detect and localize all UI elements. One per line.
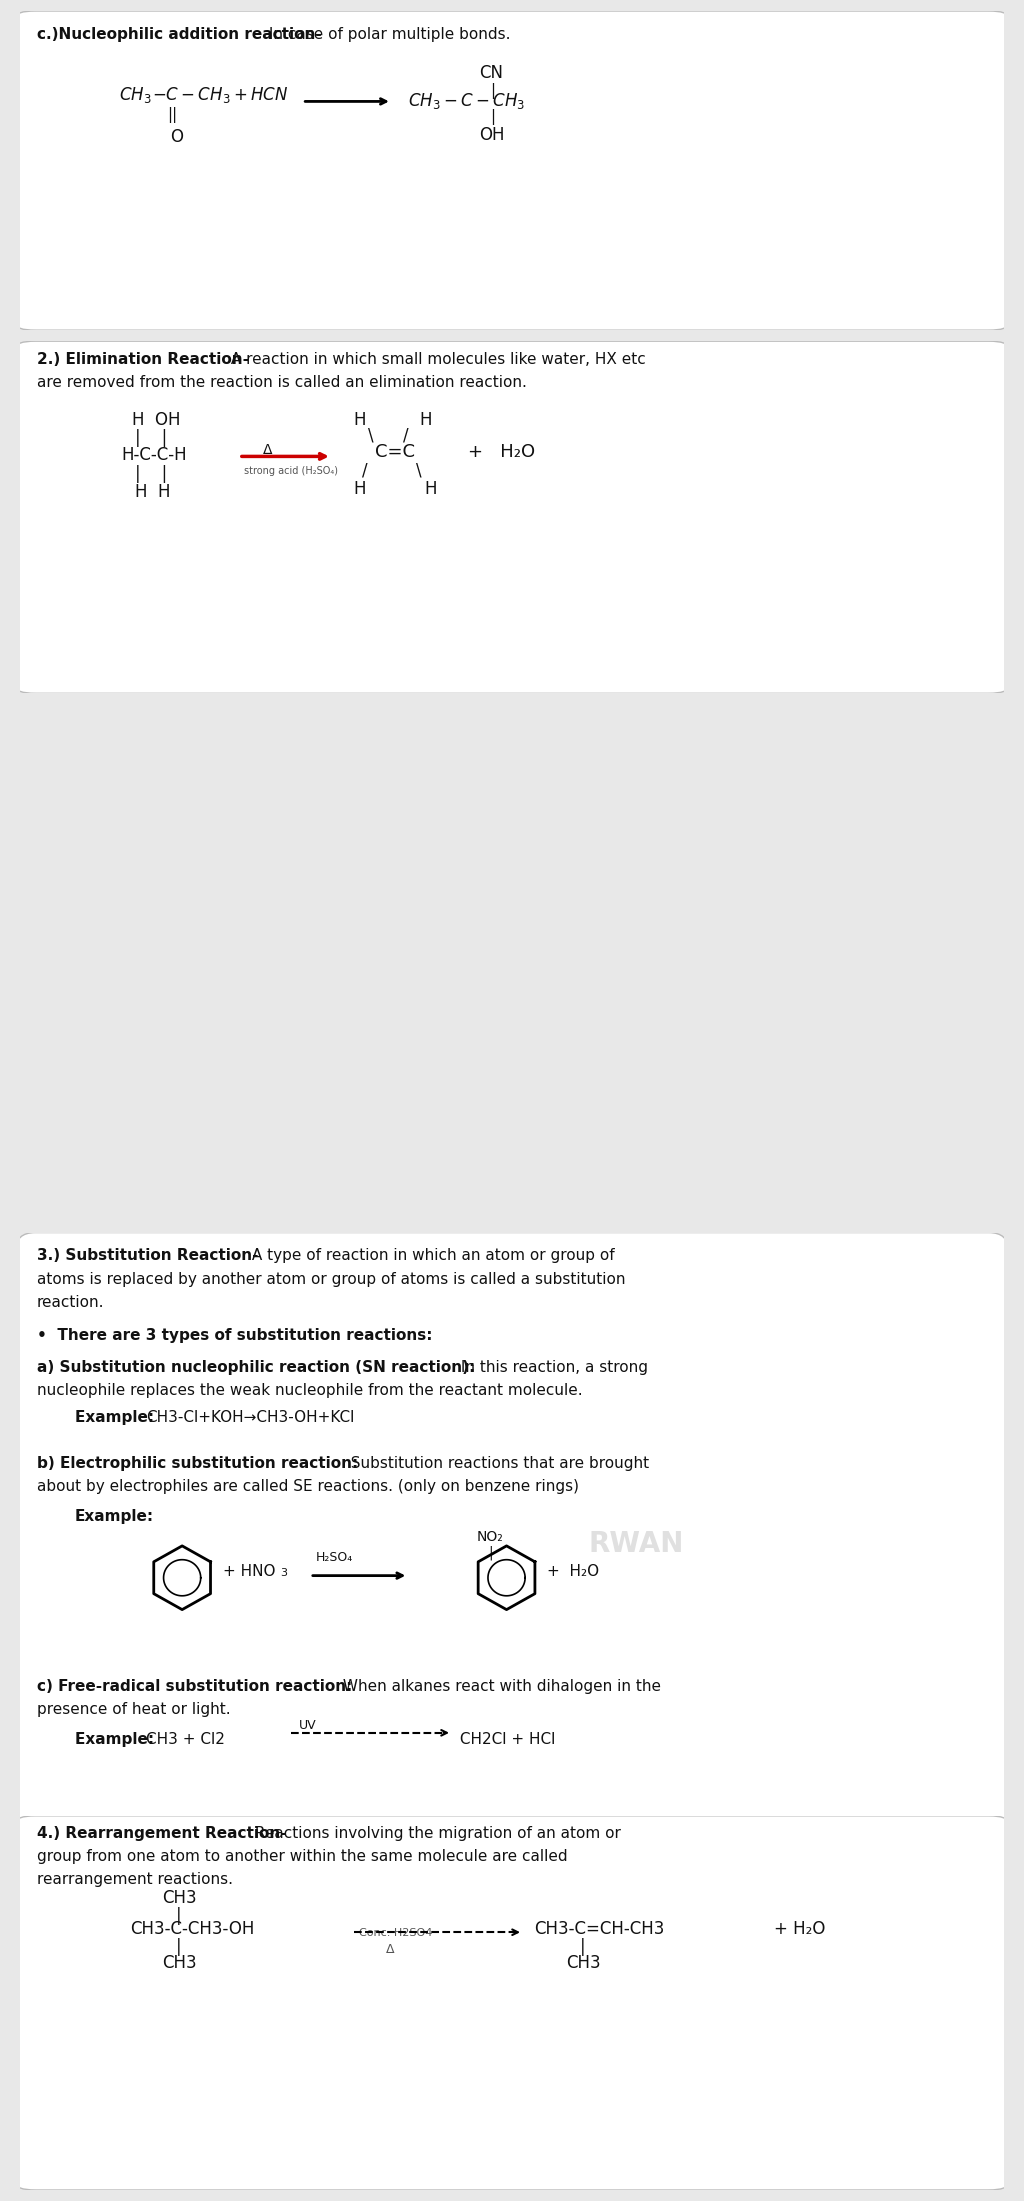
Text: CH3-C=CH-CH3: CH3-C=CH-CH3 (534, 1919, 665, 1937)
Text: H: H (353, 412, 367, 429)
Text: |: | (175, 1939, 181, 1957)
Text: CH3-Cl+KOH→CH3-OH+KCl: CH3-Cl+KOH→CH3-OH+KCl (146, 1411, 354, 1424)
Text: /: / (362, 462, 368, 480)
Text: CH3-C-CH3-OH: CH3-C-CH3-OH (130, 1919, 254, 1937)
FancyBboxPatch shape (15, 341, 1009, 693)
Text: CH3: CH3 (163, 1888, 197, 1906)
FancyBboxPatch shape (15, 1816, 1009, 2190)
Text: RWAN: RWAN (589, 1530, 684, 1558)
Text: A reaction in which small molecules like water, HX etc: A reaction in which small molecules like… (226, 352, 645, 368)
Text: c.)Nucleophilic addition reaction-: c.)Nucleophilic addition reaction- (37, 26, 322, 42)
Text: 2.) Elimination Reaction-: 2.) Elimination Reaction- (37, 352, 249, 368)
Text: H  H: H H (135, 482, 171, 502)
Text: CH3 + Cl2: CH3 + Cl2 (146, 1732, 229, 1748)
Text: Δ: Δ (263, 442, 272, 456)
Text: |: | (490, 108, 496, 125)
Text: CN: CN (479, 64, 503, 81)
Text: In case of polar multiple bonds.: In case of polar multiple bonds. (264, 26, 511, 42)
Text: atoms is replaced by another atom or group of atoms is called a substitution: atoms is replaced by another atom or gro… (37, 1272, 626, 1288)
Text: + HNO: + HNO (222, 1565, 275, 1578)
FancyBboxPatch shape (15, 1233, 1009, 2146)
Text: 3.) Substitution Reaction-: 3.) Substitution Reaction- (37, 1248, 258, 1263)
Text: A type of reaction in which an atom or group of: A type of reaction in which an atom or g… (247, 1248, 614, 1263)
Text: O: O (170, 128, 183, 145)
Text: OH: OH (479, 125, 505, 143)
Text: •  There are 3 types of substitution reactions:: • There are 3 types of substitution reac… (37, 1327, 432, 1343)
Text: +   H₂O: + H₂O (468, 442, 536, 460)
Text: Reactions involving the migration of an atom or: Reactions involving the migration of an … (250, 1827, 621, 1842)
Text: /: / (402, 427, 409, 445)
Text: In this reaction, a strong: In this reaction, a strong (457, 1360, 648, 1376)
Text: $CH_3$: $CH_3$ (119, 86, 152, 106)
Text: rearrangement reactions.: rearrangement reactions. (37, 1871, 232, 1886)
Text: 3: 3 (281, 1567, 288, 1578)
Text: UV: UV (299, 1719, 316, 1732)
Text: CH3: CH3 (163, 1954, 197, 1972)
Text: Example:: Example: (75, 1732, 160, 1748)
Text: are removed from the reaction is called an elimination reaction.: are removed from the reaction is called … (37, 376, 526, 390)
Text: $CH_3-C-CH_3$: $CH_3-C-CH_3$ (409, 90, 525, 110)
Text: group from one atom to another within the same molecule are called: group from one atom to another within th… (37, 1849, 567, 1864)
Text: + H₂O: + H₂O (774, 1919, 825, 1937)
Text: Example:: Example: (75, 1508, 155, 1523)
Text: nucleophile replaces the weak nucleophile from the reactant molecule.: nucleophile replaces the weak nucleophil… (37, 1384, 583, 1398)
Text: Conc. H2SO4: Conc. H2SO4 (359, 1928, 432, 1939)
Text: NO₂: NO₂ (477, 1530, 504, 1543)
Text: H₂SO₄: H₂SO₄ (315, 1552, 352, 1565)
Text: H  OH: H OH (132, 412, 180, 429)
Text: CH3: CH3 (566, 1954, 601, 1972)
Text: C=C: C=C (376, 442, 416, 460)
Text: Δ: Δ (386, 1943, 395, 1957)
Text: CH2Cl + HCl: CH2Cl + HCl (456, 1732, 556, 1748)
Text: H: H (419, 412, 432, 429)
Text: +  H₂O: + H₂O (547, 1565, 599, 1578)
Text: When alkanes react with dihalogen in the: When alkanes react with dihalogen in the (338, 1679, 662, 1693)
Text: |    |: | | (135, 429, 167, 447)
Text: Example:: Example: (75, 1411, 160, 1424)
Text: a) Substitution nucleophilic reaction (SN reaction):: a) Substitution nucleophilic reaction (S… (37, 1360, 475, 1376)
Text: presence of heat or light.: presence of heat or light. (37, 1701, 230, 1717)
Text: Substitution reactions that are brought: Substitution reactions that are brought (341, 1455, 648, 1470)
Text: |: | (490, 84, 496, 99)
Text: c) Free-radical substitution reaction:: c) Free-radical substitution reaction: (37, 1679, 352, 1693)
Text: |: | (580, 1939, 586, 1957)
FancyBboxPatch shape (15, 11, 1009, 330)
Text: b) Electrophilic substitution reaction:: b) Electrophilic substitution reaction: (37, 1455, 358, 1470)
Text: ||: || (167, 108, 177, 123)
Text: |: | (175, 1908, 181, 1926)
Text: $-C-CH_3+HCN$: $-C-CH_3+HCN$ (152, 86, 288, 106)
Text: H-C-C-H: H-C-C-H (121, 447, 186, 464)
Text: about by electrophiles are called SE reactions. (only on benzene rings): about by electrophiles are called SE rea… (37, 1479, 579, 1494)
Text: reaction.: reaction. (37, 1294, 104, 1310)
Text: H: H (425, 480, 437, 497)
Text: H: H (353, 480, 367, 497)
Text: \: \ (416, 462, 422, 480)
Text: |: | (488, 1545, 493, 1561)
Text: |    |: | | (135, 464, 167, 482)
Text: 4.) Rearrangement Reaction-: 4.) Rearrangement Reaction- (37, 1827, 287, 1842)
Text: \: \ (368, 427, 374, 445)
Text: strong acid (H₂SO₄): strong acid (H₂SO₄) (245, 467, 338, 475)
